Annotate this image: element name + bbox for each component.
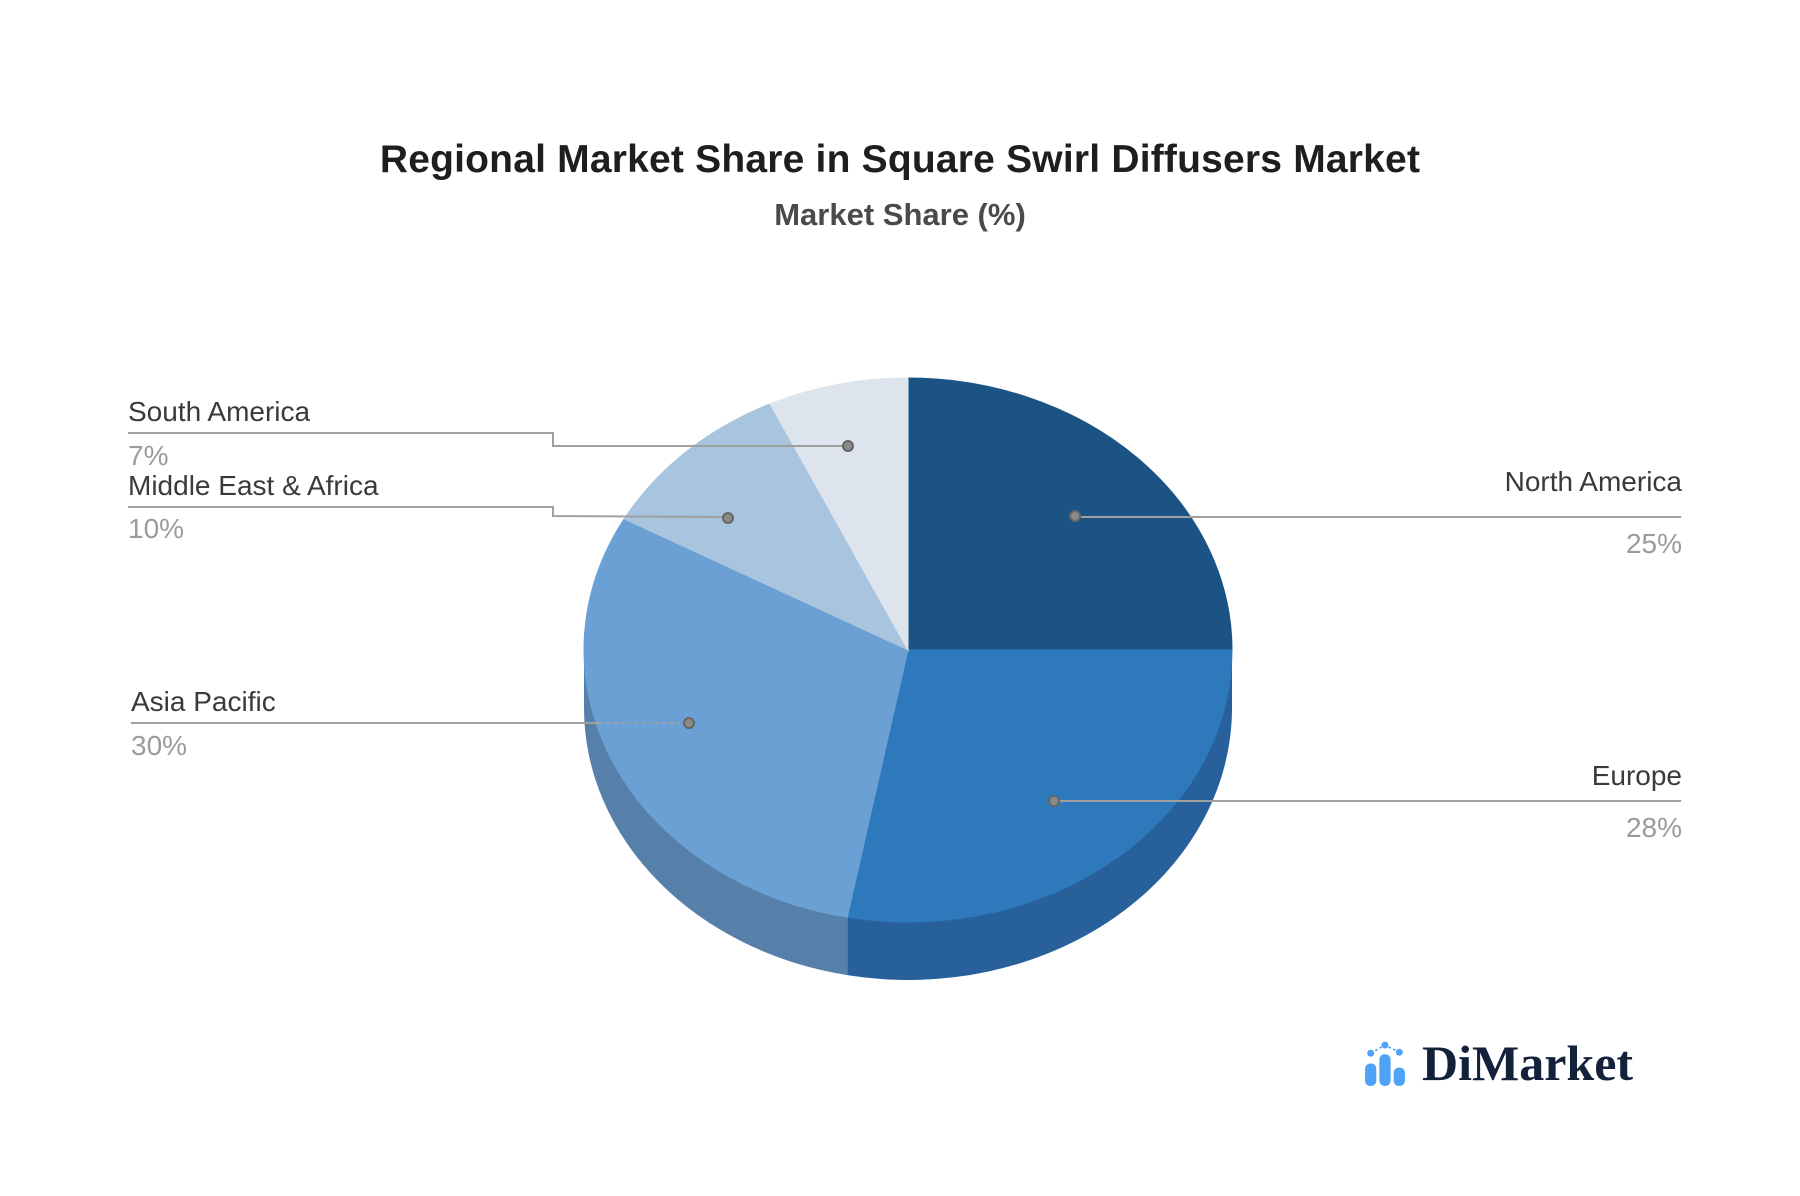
pie-slice-side-asia-pacific bbox=[584, 650, 848, 976]
pie-slice-middle-east-africa[interactable] bbox=[623, 403, 910, 652]
bar-chart-with-dots-icon bbox=[1365, 1041, 1405, 1086]
leader-lines bbox=[128, 432, 1681, 802]
pie-slice-europe[interactable] bbox=[846, 649, 1233, 923]
leader-line-south-america bbox=[128, 432, 843, 447]
leader-dot-europe bbox=[1048, 795, 1060, 807]
leader-dots bbox=[683, 440, 1081, 807]
leader-dot-south-america bbox=[842, 440, 854, 452]
leader-dot-middle-east-africa bbox=[722, 512, 734, 524]
label-asia-pacific: Asia Pacific bbox=[131, 686, 276, 717]
chart-subtitle: Market Share (%) bbox=[774, 197, 1026, 232]
value-asia-pacific: 30% bbox=[131, 730, 188, 761]
value-middle-east-africa: 10% bbox=[128, 513, 185, 544]
chart-title: Regional Market Share in Square Swirl Di… bbox=[379, 138, 1421, 181]
value-south-america: 7% bbox=[128, 440, 169, 471]
value-europe: 28% bbox=[1625, 812, 1682, 843]
value-north-america: 25% bbox=[1625, 528, 1682, 559]
pie-slices bbox=[583, 377, 1233, 980]
leader-line-middle-east-africa bbox=[128, 506, 723, 518]
label-south-america: South America bbox=[128, 396, 311, 427]
label-middle-east-africa: Middle East & Africa bbox=[128, 470, 379, 501]
leader-dot-north-america bbox=[1069, 510, 1081, 522]
dimarket-logo: DiMarket bbox=[1363, 1038, 1633, 1088]
pie-slice-side-europe bbox=[847, 650, 1232, 980]
logo-text: DiMarket bbox=[1422, 1035, 1634, 1091]
label-north-america: North America bbox=[1504, 466, 1682, 497]
label-europe: Europe bbox=[1591, 760, 1682, 791]
leader-dot-asia-pacific bbox=[683, 717, 695, 729]
pie-slice-asia-pacific[interactable] bbox=[583, 518, 909, 918]
